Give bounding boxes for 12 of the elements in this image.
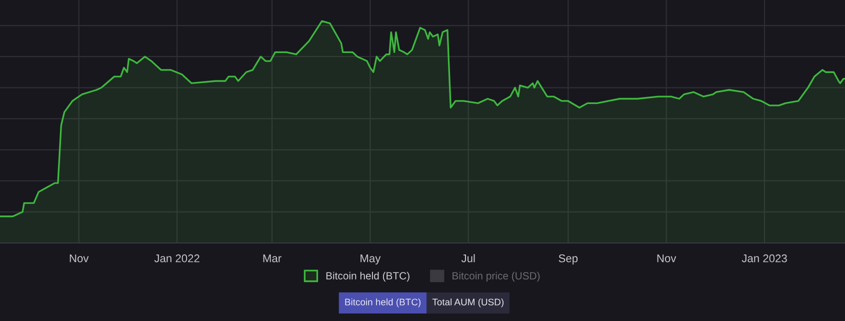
legend-label: Bitcoin held (BTC)	[326, 272, 410, 282]
x-tick-label: Jan 2022	[154, 254, 200, 262]
x-tick-label: Nov	[70, 254, 89, 262]
x-tick-label: Jan 2023	[742, 254, 787, 262]
x-tick-label: Jul	[461, 254, 475, 262]
x-tick-label: Mar	[263, 254, 282, 262]
text: Bitcoin held (BTC)	[345, 298, 421, 308]
legend-label: Bitcoin price (USD)	[452, 272, 540, 282]
x-tick-label: May	[360, 254, 381, 264]
text: Total AUM (USD)	[432, 298, 504, 308]
x-tick-label: Nov	[657, 254, 676, 262]
x-tick-label: Sep	[558, 254, 578, 264]
